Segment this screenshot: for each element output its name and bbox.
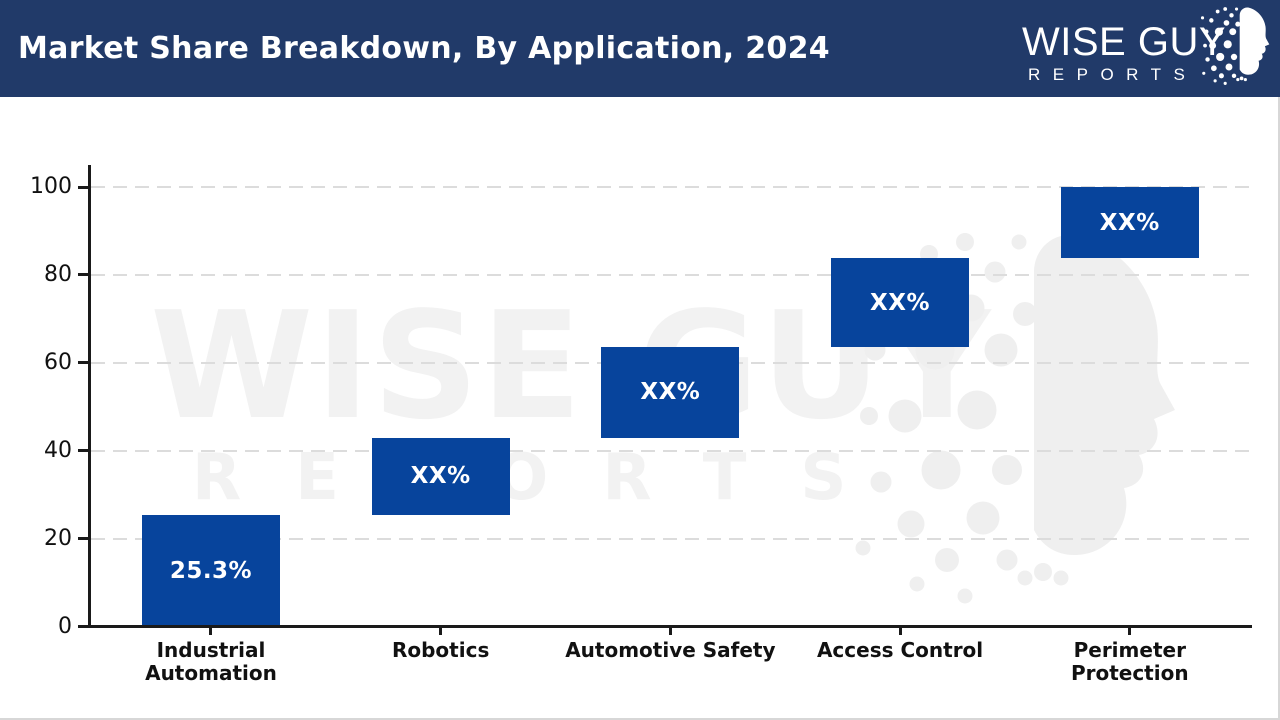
x-tick-mark [209, 628, 213, 635]
y-tick-mark [78, 625, 88, 628]
x-category-label: Industrial Automation [145, 638, 277, 685]
x-category-label: Perimeter Protection [1070, 638, 1189, 685]
bar-3: XX% [601, 347, 740, 438]
y-tick-label: 40 [44, 437, 72, 463]
bar-value-label: XX% [1099, 209, 1160, 236]
bar-value-label: 25.3% [169, 557, 253, 584]
page-title: Market Share Breakdown, By Application, … [18, 31, 830, 66]
y-tick-mark [78, 361, 88, 365]
y-tick-mark [78, 449, 88, 453]
y-tick-label: 60 [44, 349, 72, 375]
x-tick-mark [898, 628, 902, 635]
x-tick-mark [668, 628, 672, 635]
header-bar: Market Share Breakdown, By Application, … [0, 0, 1280, 97]
watermark-reports-text: REPORTS [192, 441, 901, 515]
y-axis-spine [88, 165, 91, 628]
y-tick-mark [78, 185, 88, 189]
gridline-40 [91, 449, 1252, 452]
y-tick-mark [78, 537, 88, 541]
logo-reports-text: REPORTS [1028, 65, 1197, 84]
x-category-label: Robotics [391, 638, 490, 662]
y-tick-label: 100 [30, 174, 72, 199]
face-profile-icon [1200, 7, 1270, 85]
gridline-20 [91, 537, 1252, 540]
bar-value-label: XX% [870, 289, 931, 316]
y-tick-mark [78, 273, 88, 277]
bar-2: XX% [371, 437, 510, 516]
bar-1: 25.3% [141, 515, 280, 627]
x-tick-mark [439, 628, 443, 635]
bar-5: XX% [1060, 187, 1199, 259]
gridline-80 [91, 273, 1252, 276]
x-category-label: Automotive Safety [565, 638, 776, 662]
y-tick-label: 0 [58, 613, 72, 639]
x-axis-spine [88, 625, 1252, 628]
bar-value-label: XX% [410, 463, 471, 490]
gridline-100 [91, 186, 1252, 188]
y-tick-label: 80 [44, 261, 72, 287]
y-tick-label: 20 [44, 525, 72, 551]
bar-value-label: XX% [640, 379, 701, 406]
x-tick-mark [1128, 628, 1132, 635]
bar-4: XX% [831, 258, 970, 348]
brand-logo: WISE GUY REPORTS [1008, 2, 1274, 94]
logo-wordmark: WISE GUY [1022, 20, 1226, 64]
x-category-label: Access Control [816, 638, 984, 662]
